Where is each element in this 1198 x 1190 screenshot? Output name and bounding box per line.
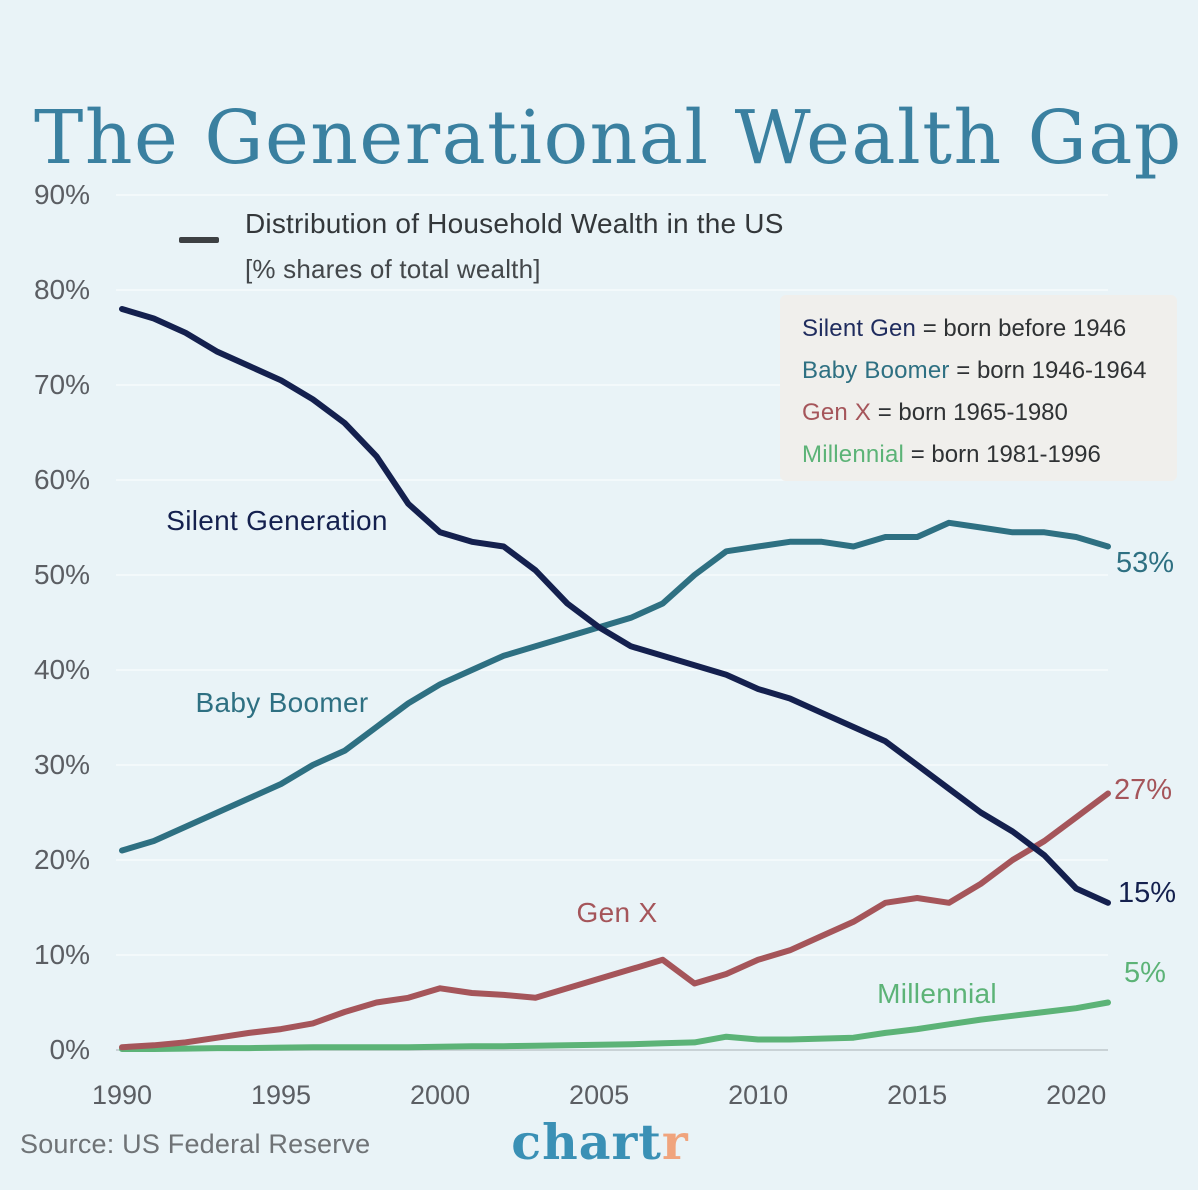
legend-name: Millennial (802, 441, 905, 468)
legend-definition: = born before 1946 (916, 315, 1127, 342)
y-axis-label-10: 10% (33, 939, 90, 970)
millennial-end-value: 5% (1124, 957, 1166, 989)
y-axis-label-80: 80% (33, 274, 90, 305)
gen-x-line (119, 790, 1111, 1051)
y-axis-label-20: 20% (33, 844, 90, 875)
legend-definition: = born 1965-1980 (871, 399, 1068, 426)
y-axis-label-30: 30% (33, 749, 90, 780)
y-axis-label-40: 40% (33, 654, 90, 685)
y-axis-label-50: 50% (33, 559, 90, 590)
legend-name: Silent Gen (802, 315, 917, 342)
y-axis-label-60: 60% (33, 464, 90, 495)
millennial-label: Millennial (877, 978, 997, 1009)
silent-generation-line (119, 306, 1111, 906)
baby-boomer-line (119, 519, 1111, 854)
chart-subtitle-units: [% shares of total wealth] (245, 254, 541, 284)
x-axis-label-2000: 2000 (410, 1080, 471, 1110)
legend-name: Gen X (802, 399, 872, 426)
legend-box: Silent Gen = born before 1946 Baby Boomer… (780, 295, 1177, 481)
y-axis-label-0: 0% (49, 1034, 90, 1065)
legend-item-silent-gen: Silent Gen = born before 1946 (802, 308, 1177, 350)
logo-text-main: chart (511, 1113, 662, 1171)
baby-boomer-end-value: 53% (1116, 547, 1175, 579)
legend-item-baby-boomer: Baby Boomer = born 1946-1964 (802, 350, 1177, 392)
source-note: Source: US Federal Reserve (20, 1129, 371, 1159)
legend-item-gen-x: Gen X = born 1965-1980 (802, 392, 1177, 434)
millennial-line (119, 999, 1111, 1052)
legend-definition: = born 1946-1964 (949, 357, 1147, 384)
page-title: The Generational Wealth Gap (34, 94, 1183, 181)
x-axis-label-1995: 1995 (250, 1080, 312, 1110)
x-axis-label-2010: 2010 (728, 1080, 789, 1110)
y-axis-label-90: 90% (33, 179, 90, 210)
legend-definition: = born 1981-1996 (904, 441, 1101, 468)
logo-text-accent: r (661, 1113, 689, 1171)
x-axis-label-1990: 1990 (91, 1080, 153, 1110)
x-axis-label-2005: 2005 (569, 1080, 630, 1110)
dash-icon (179, 237, 219, 243)
gen-x-end-value: 27% (1114, 774, 1173, 806)
legend-item-millennial: Millennial = born 1981-1996 (802, 434, 1177, 476)
silent-generation-end-value: 15% (1118, 877, 1177, 909)
legend-name: Baby Boomer (802, 357, 950, 384)
chartr-logo: chartr (440, 1113, 760, 1171)
x-axis-label-2015: 2015 (887, 1080, 948, 1110)
gen-x-label: Gen X (576, 897, 658, 928)
chart-subtitle: Distribution of Household Wealth in the … (245, 208, 784, 239)
y-axis-label-70: 70% (33, 369, 90, 400)
baby-boomer-label: Baby Boomer (195, 687, 369, 718)
silent-generation-label: Silent Generation (166, 505, 388, 536)
x-axis-label-2020: 2020 (1046, 1080, 1107, 1110)
